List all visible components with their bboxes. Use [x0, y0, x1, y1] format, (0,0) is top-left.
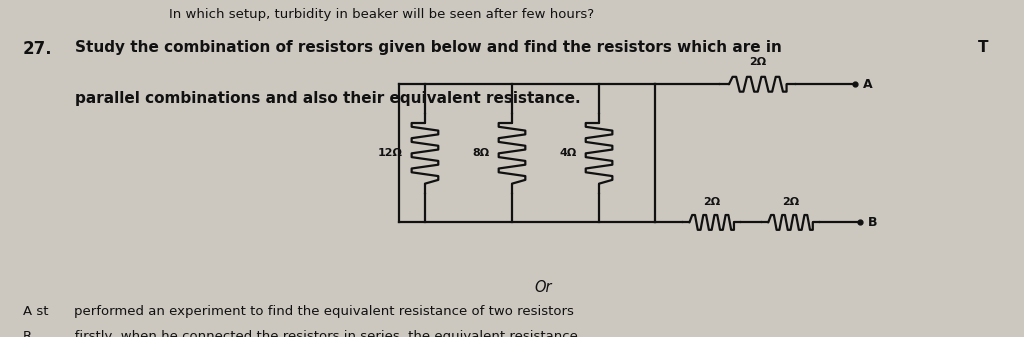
Text: 27.: 27.: [23, 40, 52, 58]
Text: A st      performed an experiment to find the equivalent resistance of two resis: A st performed an experiment to find the…: [23, 305, 573, 318]
Text: parallel combinations and also their equivalent resistance.: parallel combinations and also their equ…: [75, 91, 581, 106]
Text: 4Ω: 4Ω: [559, 148, 577, 158]
Text: 2Ω: 2Ω: [703, 197, 720, 207]
Text: R          firstly, when he connected the resistors in series, the equivalent re: R firstly, when he connected the resisto…: [23, 330, 578, 337]
Text: A: A: [863, 78, 872, 91]
Text: 8Ω: 8Ω: [472, 148, 489, 158]
Text: 12Ω: 12Ω: [378, 148, 402, 158]
Text: Or: Or: [534, 280, 552, 295]
Text: In which setup, turbidity in beaker will be seen after few hours?: In which setup, turbidity in beaker will…: [169, 8, 594, 22]
Text: T: T: [978, 40, 988, 56]
Text: 2Ω: 2Ω: [782, 197, 799, 207]
Text: 2Ω: 2Ω: [750, 57, 766, 67]
Text: Study the combination of resistors given below and find the resistors which are : Study the combination of resistors given…: [75, 40, 781, 56]
Text: B: B: [868, 216, 878, 229]
